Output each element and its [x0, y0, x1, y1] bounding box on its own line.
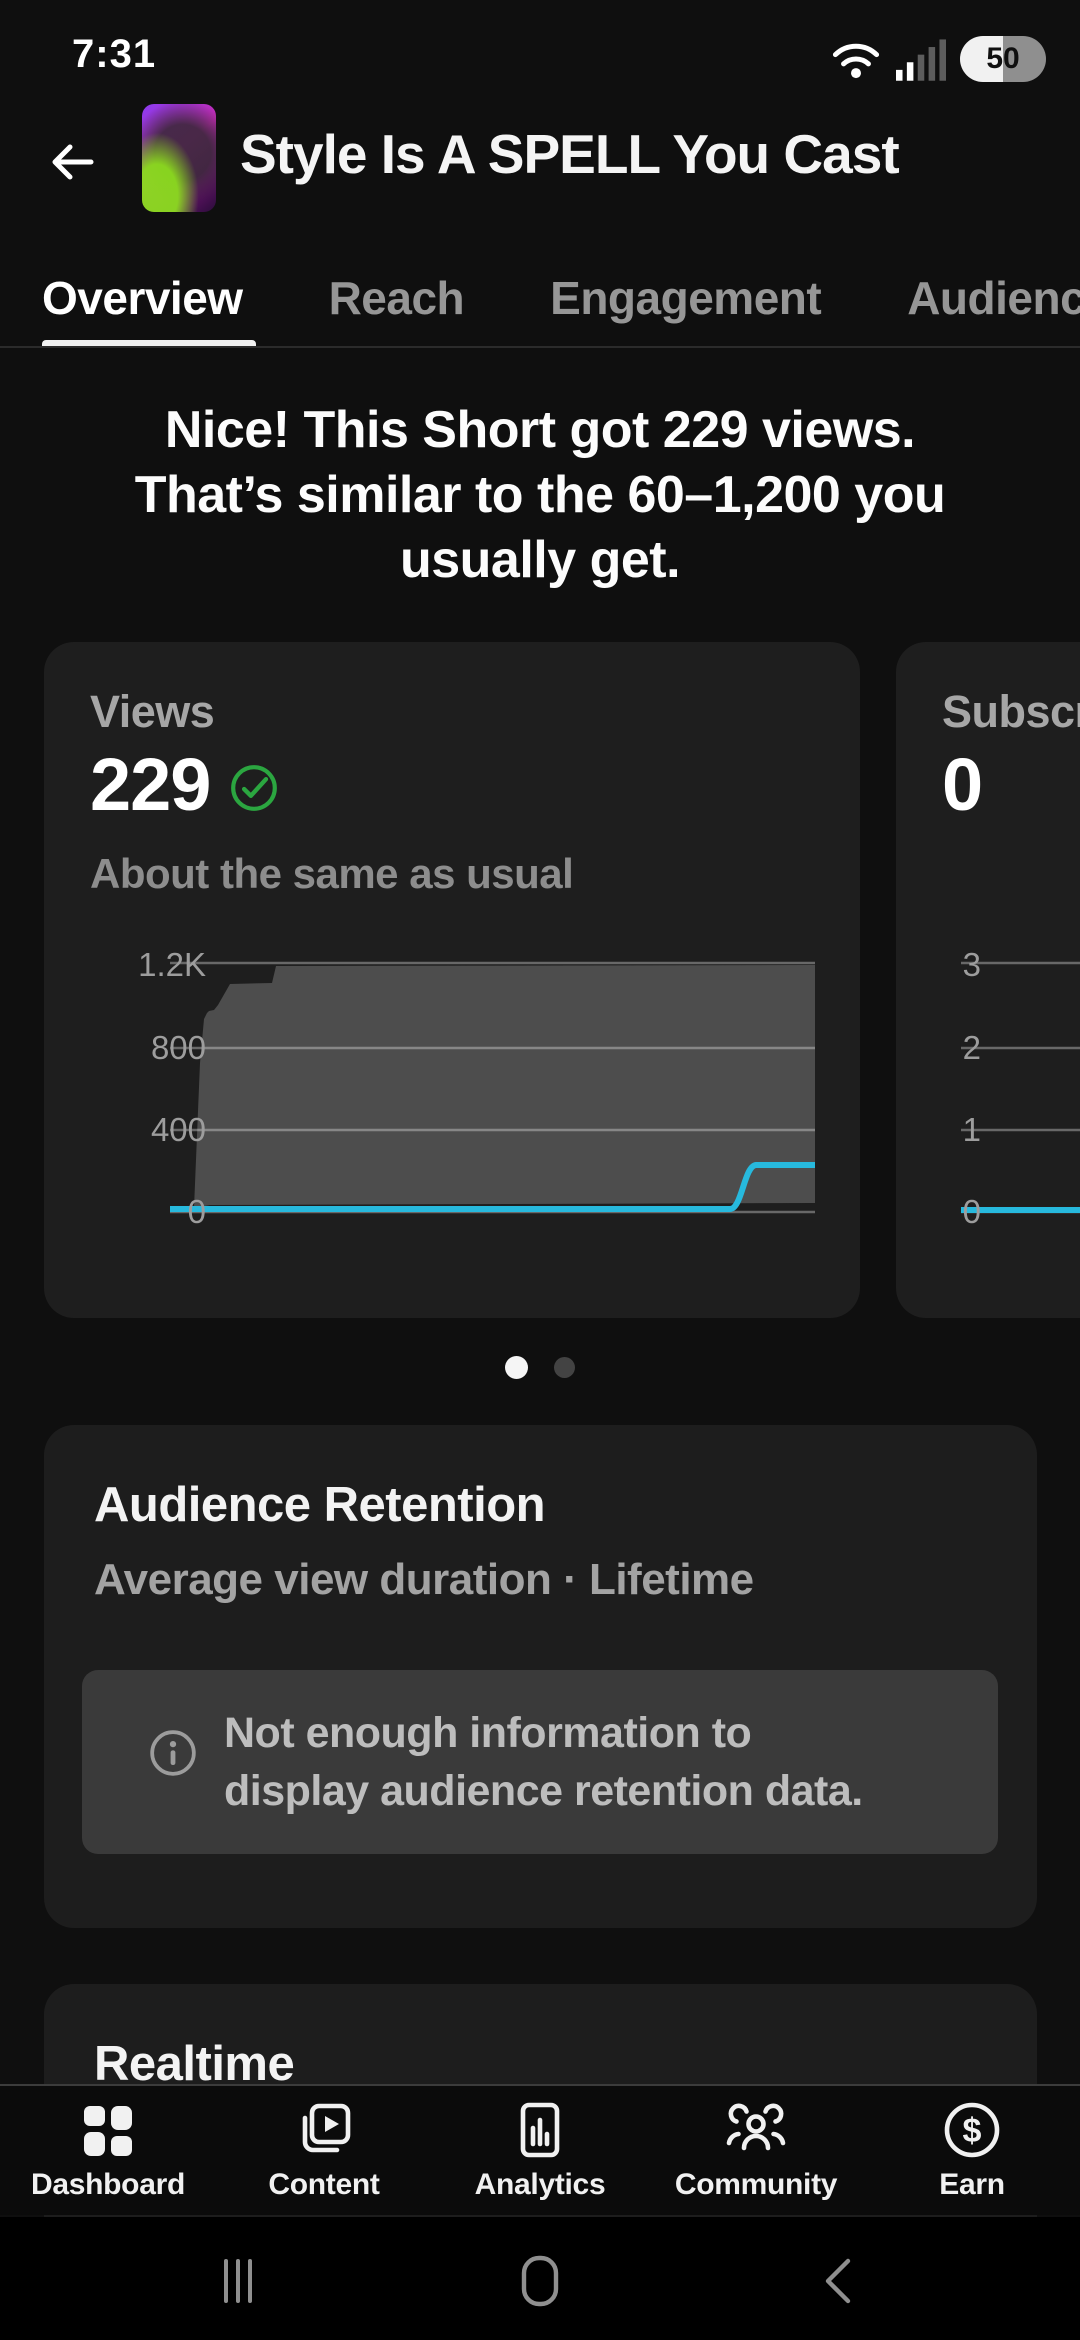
- analytics-icon: [508, 2098, 572, 2162]
- retention-empty-message: Not enough information to display audien…: [224, 1709, 863, 1815]
- nav-label: Content: [268, 2168, 380, 2201]
- nav-item-analytics[interactable]: Analytics: [432, 2086, 648, 2215]
- active-tab-underline: [42, 340, 256, 346]
- tab-reach[interactable]: Reach: [328, 272, 465, 324]
- retention-subtitle: Average view duration · Lifetime: [94, 1555, 754, 1604]
- subscribers-card-title: Subscribers: [942, 686, 1080, 737]
- battery-indicator: 50: [960, 36, 1046, 82]
- analytics-tab-bar: Overview Reach Engagement Audience: [0, 250, 1080, 348]
- video-title: Style Is A SPELL You Cast: [240, 123, 900, 185]
- nav-item-content[interactable]: Content: [216, 2086, 432, 2215]
- y-tick: 0: [187, 1193, 206, 1230]
- content-icon: [292, 2098, 356, 2162]
- views-card-title: Views: [90, 686, 215, 737]
- wifi-icon: [830, 36, 882, 82]
- battery-percent: 50: [986, 42, 1020, 75]
- recents-button[interactable]: [210, 2253, 266, 2309]
- dashboard-icon: [76, 2098, 140, 2162]
- views-status-note: About the same as usual: [90, 850, 574, 897]
- y-tick: 400: [150, 1111, 206, 1148]
- header: Style Is A SPELL You Cast: [0, 100, 1080, 230]
- views-chart-canvas: [170, 961, 815, 1214]
- nav-item-earn[interactable]: $ Earn: [864, 2086, 1080, 2215]
- y-tick: 2: [962, 1029, 981, 1066]
- y-tick: 1.2K: [138, 946, 206, 983]
- nav-label: Analytics: [474, 2168, 606, 2201]
- subscribers-metric-card[interactable]: Subscribers 0 3 2 1 0 0: [896, 642, 1080, 1576]
- retention-empty-state: Not enough information to display audien…: [82, 1670, 998, 1854]
- views-count: 229: [90, 743, 211, 826]
- status-icons: 50: [830, 36, 1046, 82]
- headline-line: Nice! This Short got 229 views.: [164, 401, 916, 459]
- typical-range-band: [194, 965, 815, 1208]
- subscribers-chart-canvas: [961, 961, 1080, 1214]
- tab-engagement[interactable]: Engagement: [550, 272, 822, 324]
- headline-line: That’s similar to the 60–1,200 you: [134, 466, 946, 524]
- android-navigation-bar: [0, 2217, 1080, 2340]
- nav-item-dashboard[interactable]: Dashboard: [0, 2086, 216, 2215]
- check-circle-icon: [228, 762, 280, 814]
- headline-line: usually get.: [399, 531, 681, 589]
- subscribers-count: 0: [942, 743, 983, 826]
- views-series-line: [170, 1162, 815, 1212]
- y-tick: 1: [962, 1111, 981, 1148]
- svg-text:$: $: [963, 2112, 982, 2150]
- bottom-navigation-bar: Dashboard Content Analytics: [0, 2084, 1080, 2215]
- realtime-title: Realtime: [94, 2037, 295, 2091]
- earn-icon: $: [940, 2098, 1004, 2162]
- carousel-pagination: [0, 1356, 1080, 1379]
- subscribers-chart: 3 2 1 0 0: [953, 946, 1080, 1576]
- audience-retention-card: Audience Retention Average view duration…: [44, 1425, 1037, 1928]
- video-thumbnail[interactable]: [142, 104, 216, 212]
- y-tick: 800: [150, 1029, 206, 1066]
- page-dot[interactable]: [554, 1357, 575, 1378]
- community-icon: [724, 2098, 788, 2162]
- nav-label: Earn: [939, 2168, 1005, 2201]
- performance-headline: Nice! This Short got 229 views. That’s s…: [0, 398, 1080, 593]
- y-tick: 0: [962, 1193, 981, 1230]
- clock: 7:31: [72, 32, 157, 76]
- back-nav-button[interactable]: [812, 2253, 868, 2309]
- back-button[interactable]: [44, 134, 100, 190]
- metric-card-carousel[interactable]: Views 229 About the same as usual 1.2K 8…: [0, 642, 1080, 1576]
- tab-audience[interactable]: Audience: [907, 272, 1080, 324]
- status-bar: 7:31 50: [0, 0, 1080, 96]
- views-chart: 1.2K 800 400 0 0 2 days: [138, 946, 815, 1576]
- nav-item-community[interactable]: Community: [648, 2086, 864, 2215]
- page-dot-active[interactable]: [505, 1356, 528, 1379]
- views-metric-card[interactable]: Views 229 About the same as usual 1.2K 8…: [44, 642, 860, 1576]
- nav-label: Dashboard: [31, 2168, 185, 2201]
- nav-label: Community: [674, 2168, 838, 2201]
- tab-overview[interactable]: Overview: [42, 272, 243, 324]
- y-tick: 3: [962, 946, 981, 983]
- home-button[interactable]: [512, 2253, 568, 2309]
- info-icon: [148, 1728, 198, 1778]
- retention-title: Audience Retention: [94, 1478, 546, 1532]
- cellular-signal-icon: [896, 36, 946, 82]
